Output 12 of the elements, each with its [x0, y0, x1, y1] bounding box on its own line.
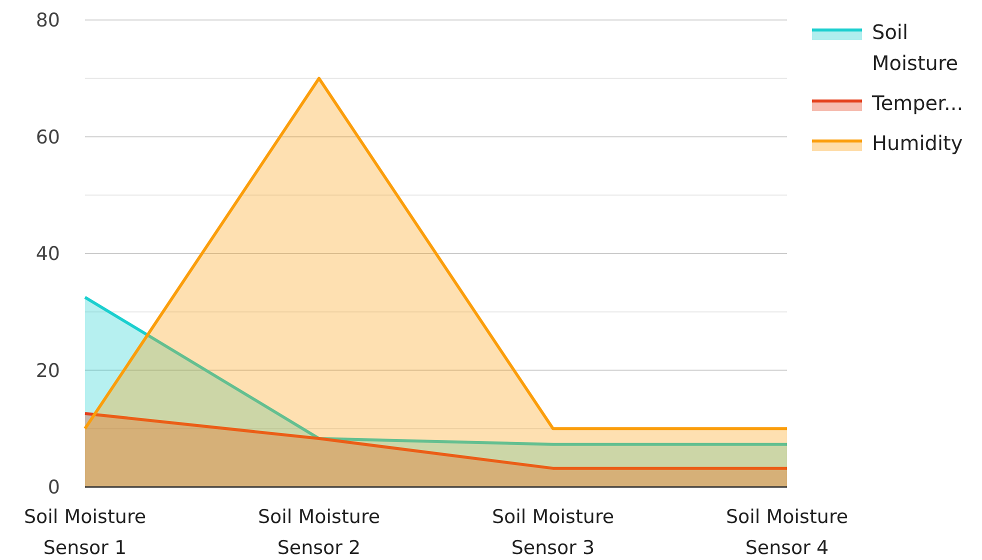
y-tick-label: 60 [36, 126, 60, 148]
y-tick-label: 40 [36, 243, 60, 266]
y-tick-label: 20 [36, 360, 60, 382]
x-tick-label: Soil Moisture Sensor 4 [726, 506, 848, 559]
y-tick-label: 80 [36, 10, 60, 32]
x-tick-label: Soil Moisture Sensor 3 [492, 506, 614, 559]
x-tick-label: Soil Moisture Sensor 2 [258, 506, 380, 559]
y-tick-label: 0 [48, 476, 60, 499]
legend-label: Temper... [871, 91, 964, 115]
legend-label: Soil Moisture [872, 20, 958, 75]
x-tick-label: Soil Moisture Sensor 1 [24, 506, 146, 559]
legend-label: Humidity [872, 131, 963, 155]
